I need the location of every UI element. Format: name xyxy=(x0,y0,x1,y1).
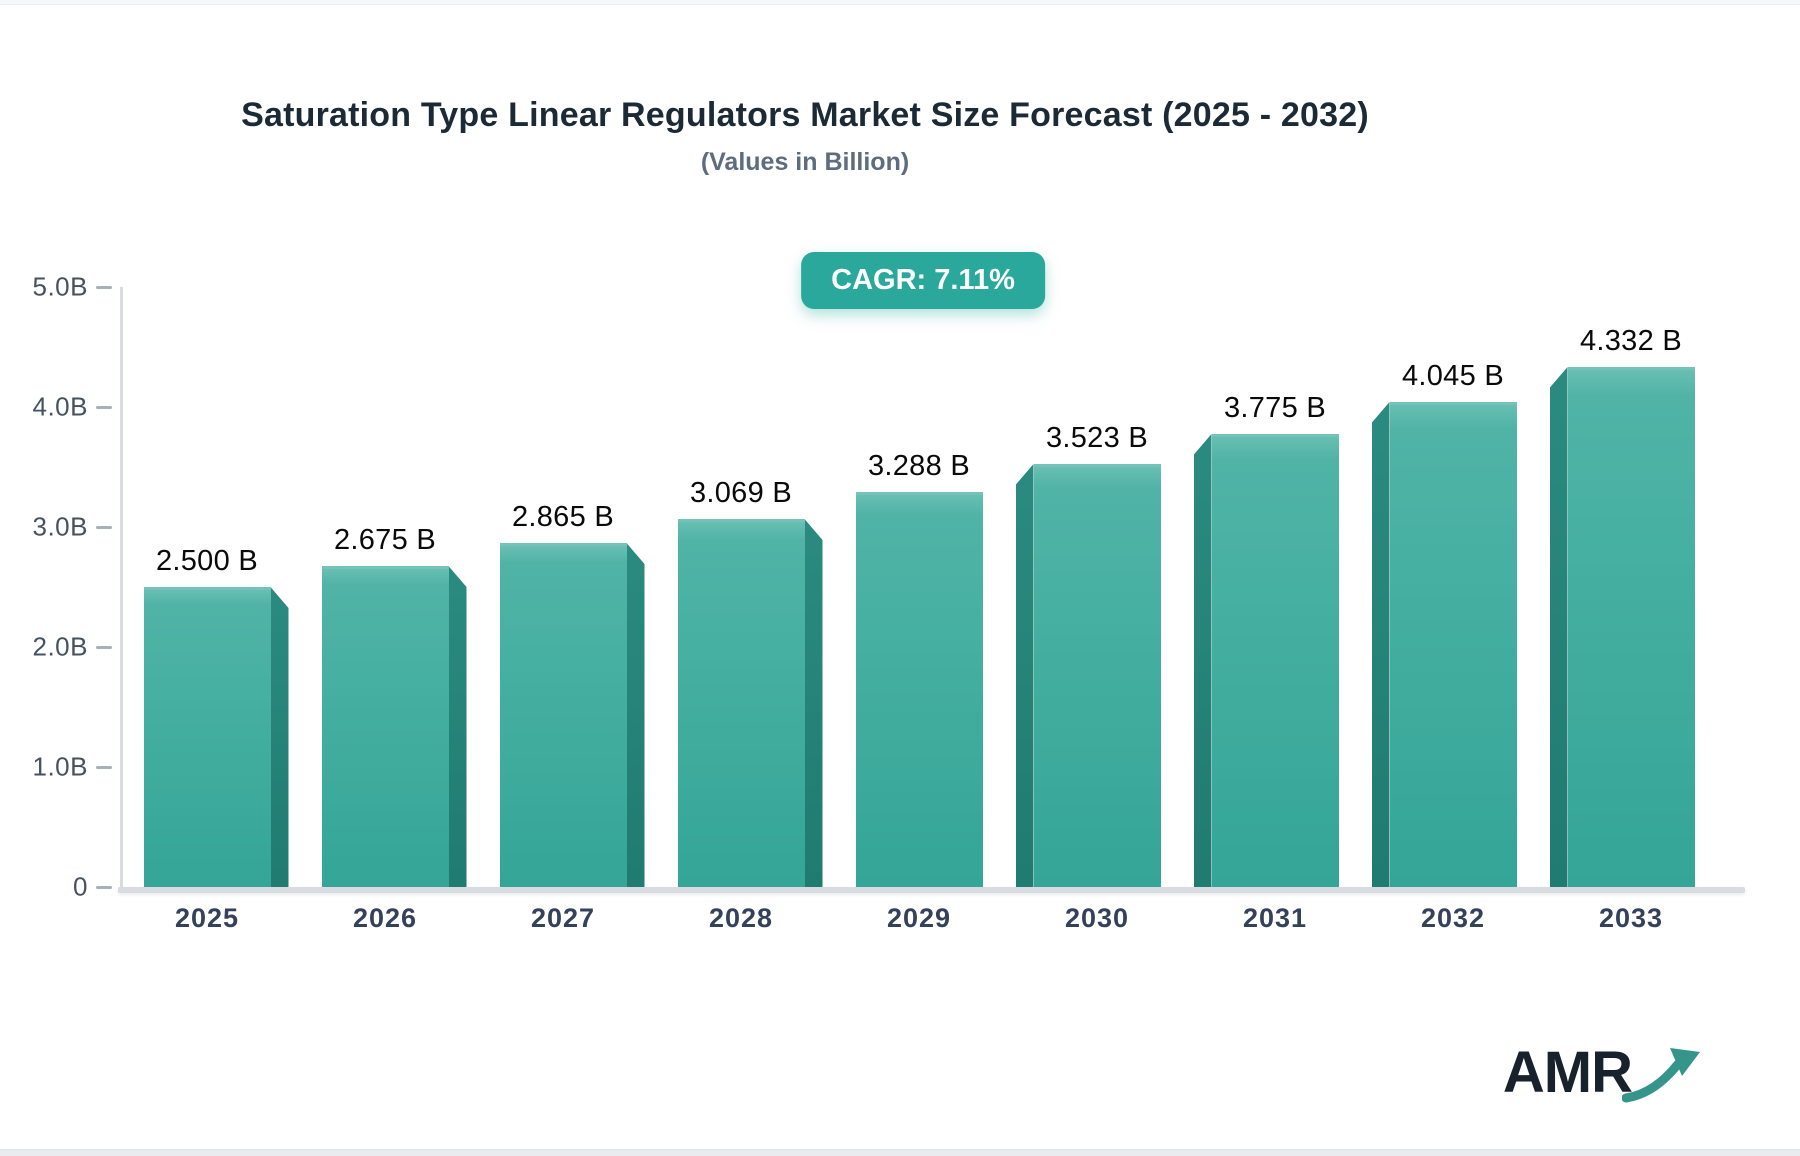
bar-face xyxy=(321,566,449,887)
brand-logo: AMR xyxy=(1503,1044,1708,1108)
bar-side-face xyxy=(448,566,467,887)
bar-value-label: 2.675 B xyxy=(333,524,437,556)
x-axis-label-2029: 2029 xyxy=(886,903,952,933)
bar-side-face xyxy=(1549,367,1568,887)
bar-face xyxy=(677,519,805,887)
y-axis-tick-label: 3.0B xyxy=(32,511,88,542)
y-axis-tick-mark xyxy=(96,886,112,889)
bar-value-label: 3.288 B xyxy=(867,450,971,482)
bar-value-label: 3.069 B xyxy=(689,477,793,509)
bar-face xyxy=(1389,402,1517,887)
bar-value-label: 3.523 B xyxy=(1045,422,1149,454)
x-axis-label-2033: 2033 xyxy=(1598,903,1664,933)
page-bottom-border xyxy=(0,1149,1800,1156)
x-axis-label-2032: 2032 xyxy=(1420,903,1486,933)
bar-2028 xyxy=(677,519,823,887)
bar-2033 xyxy=(1549,367,1695,887)
bar-2029 xyxy=(855,492,983,887)
bar-face xyxy=(143,587,271,887)
bar-2031 xyxy=(1193,434,1339,887)
bar-side-face xyxy=(1371,402,1390,887)
y-axis-tick-mark xyxy=(96,406,112,409)
x-axis-label-2030: 2030 xyxy=(1064,903,1130,933)
chart-subtitle: (Values in Billion) xyxy=(700,148,910,176)
y-axis-tick-label: 0 xyxy=(73,871,88,902)
bar-face xyxy=(499,543,627,887)
y-axis-line xyxy=(120,287,123,887)
bar-value-label: 2.865 B xyxy=(511,501,615,533)
x-axis-label-2031: 2031 xyxy=(1242,903,1308,933)
bar-face xyxy=(1033,464,1161,887)
bar-2027 xyxy=(499,543,645,887)
bar-value-label: 2.500 B xyxy=(155,545,259,577)
bar-2026 xyxy=(321,566,467,887)
bar-side-face xyxy=(1015,464,1034,887)
x-axis-baseline xyxy=(118,887,1745,893)
logo-text: AMR xyxy=(1502,1040,1633,1105)
y-axis-tick-mark xyxy=(96,766,112,769)
bar-side-face xyxy=(270,587,289,887)
x-axis-label-2025: 2025 xyxy=(174,903,240,933)
y-axis-tick-label: 5.0B xyxy=(32,271,88,302)
bar-value-label: 4.045 B xyxy=(1401,360,1505,392)
bar-2025 xyxy=(143,587,289,887)
y-axis-tick-label: 2.0B xyxy=(32,631,88,662)
cagr-badge: CAGR: 7.11% xyxy=(801,252,1045,309)
bar-2030 xyxy=(1015,464,1161,887)
y-axis-tick-label: 4.0B xyxy=(32,391,88,422)
bar-face xyxy=(1211,434,1339,887)
growth-arrow-icon xyxy=(1622,1048,1700,1103)
y-axis-tick-mark xyxy=(96,286,112,289)
bar-side-face xyxy=(626,543,645,887)
bar-face xyxy=(1567,367,1695,887)
chart-title: Saturation Type Linear Regulators Market… xyxy=(241,96,1369,134)
bar-side-face xyxy=(804,519,823,887)
y-axis-tick-mark xyxy=(96,526,112,529)
x-axis-label-2027: 2027 xyxy=(530,903,596,933)
bar-value-label: 4.332 B xyxy=(1579,325,1683,357)
y-axis-tick-label: 1.0B xyxy=(32,751,88,782)
bar-value-label: 3.775 B xyxy=(1223,392,1327,424)
bar-2032 xyxy=(1371,402,1517,887)
y-axis-tick-mark xyxy=(96,646,112,649)
bar-side-face xyxy=(1193,434,1212,887)
page-top-border xyxy=(0,0,1800,5)
bar-face xyxy=(855,492,983,887)
x-axis-label-2028: 2028 xyxy=(708,903,774,933)
x-axis-label-2026: 2026 xyxy=(352,903,418,933)
